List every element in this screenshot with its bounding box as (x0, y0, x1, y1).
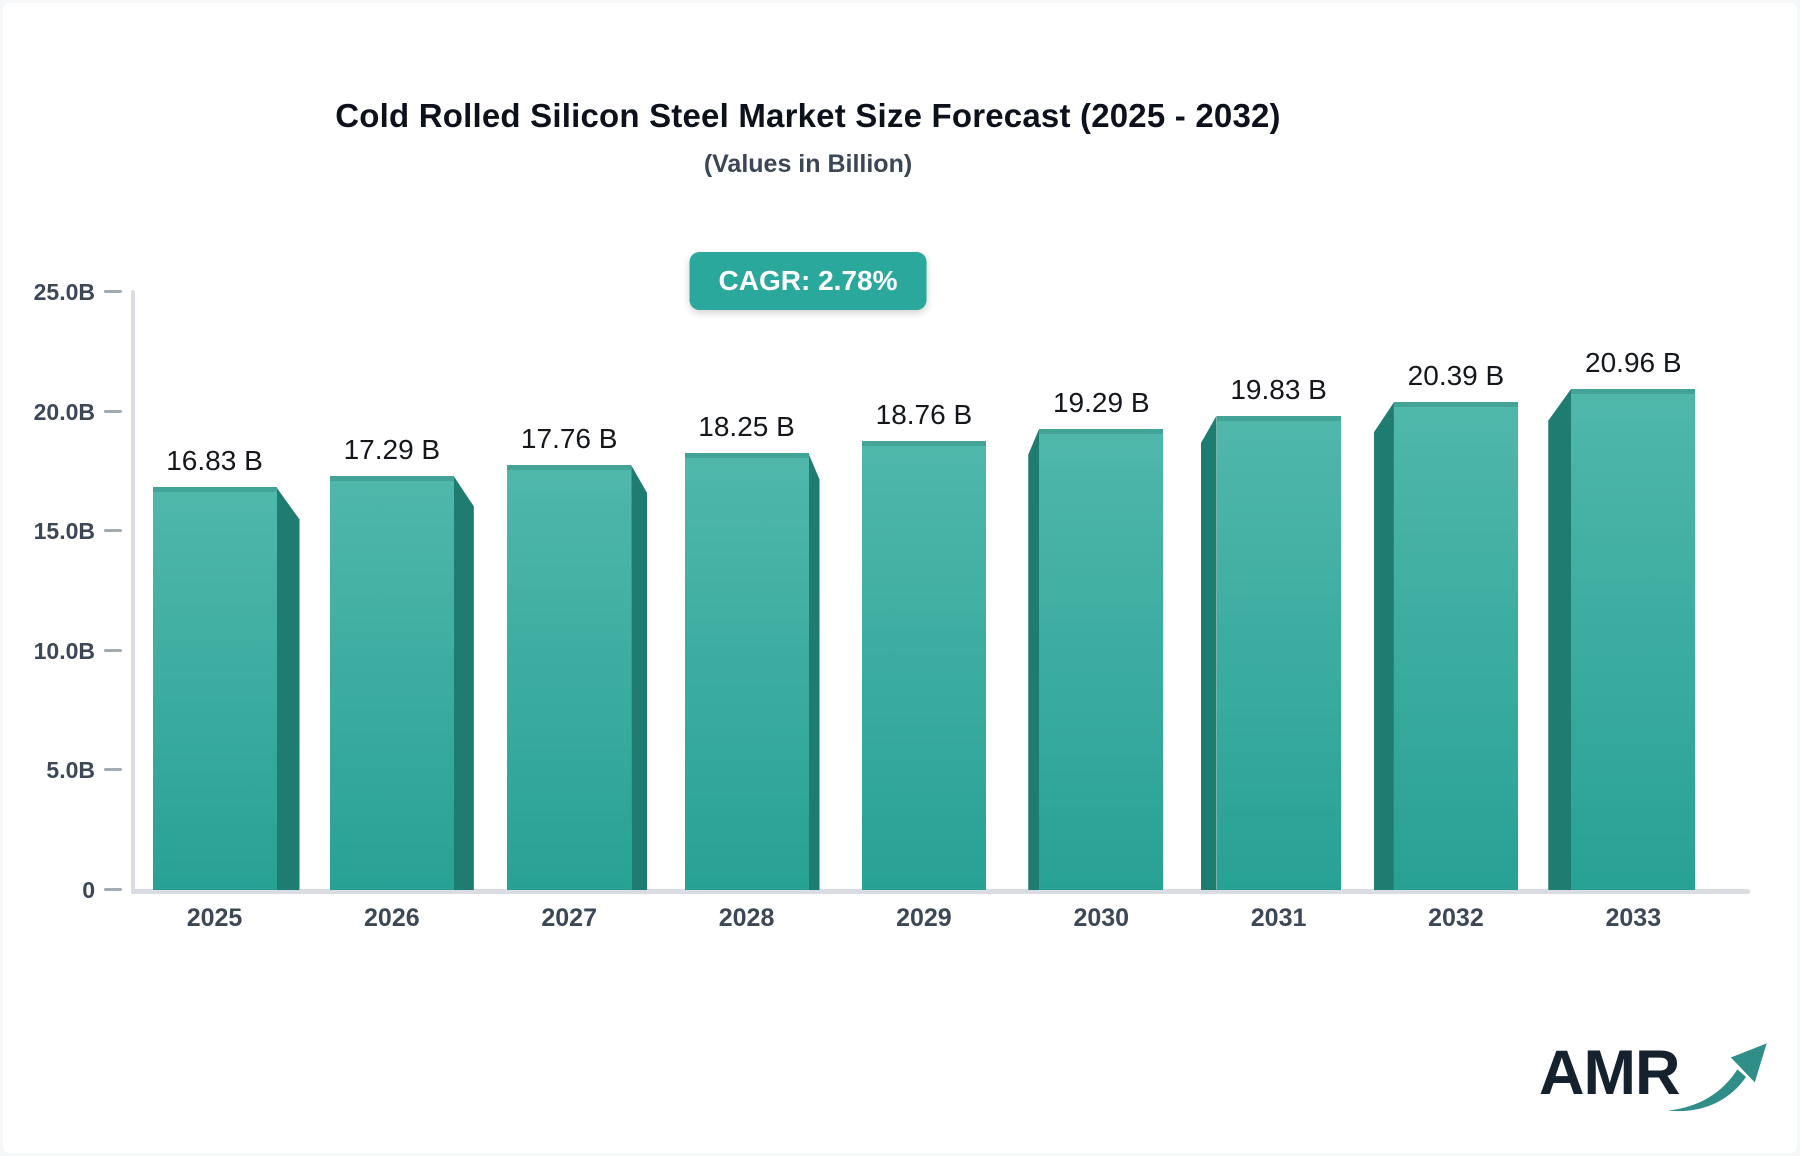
cagr-badge: CAGR: 2.78% (689, 252, 927, 310)
bar-face-2028 (684, 453, 809, 890)
bar-face-2025 (152, 487, 277, 890)
bar-side-2031 (1200, 415, 1217, 890)
y-axis-tick (104, 648, 122, 652)
bar-side-2025 (276, 487, 300, 890)
bar-face-2030 (1039, 428, 1164, 890)
amr-logo: AMR (1531, 1035, 1781, 1119)
bar-value-label: 17.76 B (520, 423, 618, 455)
chart-card: 25.0B 20.0B 15.0B 10.0B 5.0B 0 16.83 B 2025 17.2… (3, 3, 1797, 1153)
bar-side-2027 (631, 465, 648, 890)
bar-value-label: 18.25 B (698, 411, 795, 443)
x-axis-label: 2027 (541, 904, 597, 932)
bar-face-2026 (329, 476, 454, 890)
y-axis-tick (104, 529, 122, 533)
y-axis-tick-label: 10.0B (33, 637, 95, 664)
bar-face-2032 (1393, 402, 1518, 890)
x-axis-label: 2025 (186, 904, 243, 932)
y-axis-tick (104, 768, 122, 772)
x-axis-label: 2026 (364, 904, 420, 932)
bar-value-label: 19.83 B (1230, 373, 1327, 405)
y-axis-tick (104, 888, 122, 891)
x-axis-label: 2033 (1605, 904, 1662, 932)
bar-side-2026 (453, 476, 474, 890)
bar-side-2032 (1373, 402, 1394, 890)
bar-value-label: 18.76 B (875, 399, 973, 431)
bar-value-label: 17.29 B (343, 434, 441, 466)
chart-subtitle: (Values in Billion) (703, 150, 913, 178)
amr-logo-text: AMR (1539, 1038, 1680, 1108)
bar-face-2027 (507, 465, 632, 890)
y-axis-tick-label: 20.0B (33, 398, 95, 425)
y-axis-line (131, 290, 135, 891)
x-axis-label: 2029 (896, 904, 952, 932)
y-axis-tick (104, 409, 122, 413)
x-axis-label: 2032 (1428, 904, 1484, 932)
bar-chart: 25.0B 20.0B 15.0B 10.0B 5.0B 0 16.83 B 2025 17.2… (3, 3, 1797, 1153)
bar-face-2031 (1216, 415, 1341, 890)
bar-side-2028 (808, 453, 820, 890)
y-axis-tick-label: 25.0B (33, 279, 95, 305)
bar-face-2033 (1571, 388, 1696, 890)
bar-value-label: 20.39 B (1407, 360, 1505, 392)
bar-side-2033 (1548, 388, 1572, 890)
chart-title: Cold Rolled Silicon Steel Market Size Fo… (335, 97, 1281, 134)
bar-side-2030 (1028, 428, 1040, 890)
growth-arrow-icon (1667, 1043, 1767, 1112)
x-axis-label: 2031 (1250, 904, 1307, 932)
y-axis-tick-label: 0 (82, 877, 95, 903)
y-axis-tick-label: 15.0B (33, 518, 95, 545)
bar-value-label: 16.83 B (166, 445, 263, 477)
x-axis-label: 2028 (718, 904, 775, 932)
bar-face-2029 (861, 441, 986, 890)
y-axis-tick-label: 5.0B (46, 757, 95, 784)
x-axis-label: 2030 (1073, 904, 1130, 932)
bar-value-label: 19.29 B (1052, 386, 1150, 418)
y-axis-tick (104, 290, 122, 293)
x-axis-line (131, 889, 1750, 894)
bar-value-label: 20.96 B (1585, 346, 1682, 378)
